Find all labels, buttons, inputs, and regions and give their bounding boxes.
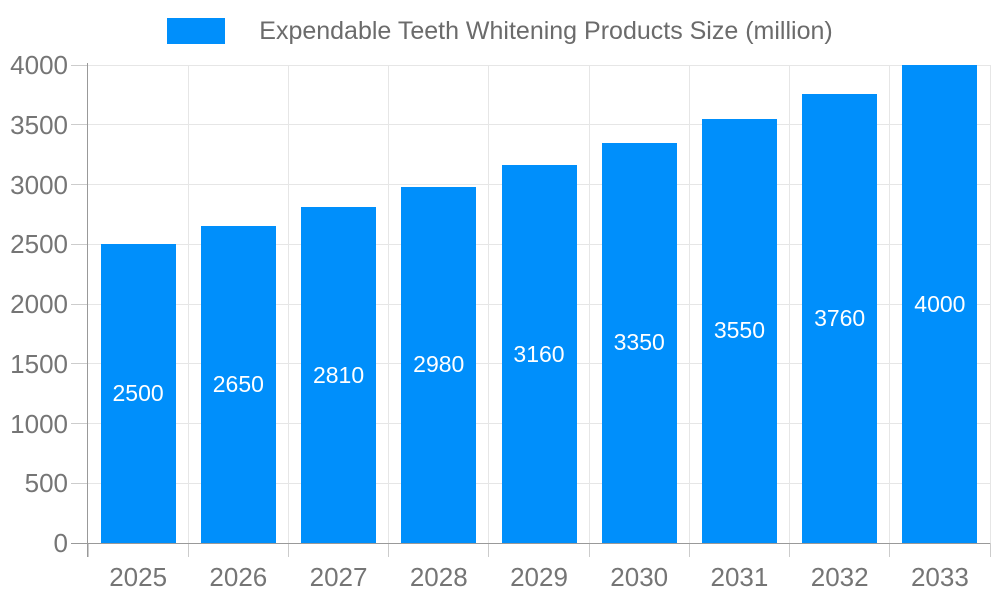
x-axis-line — [71, 542, 990, 544]
y-tick-2500 — [71, 243, 88, 245]
x-axis-label-2025: 2025 — [109, 562, 168, 592]
bar-value-label-2026: 2650 — [212, 371, 264, 398]
bar-2031[interactable]: 3550 — [701, 118, 777, 543]
v-gridline-7 — [789, 65, 791, 543]
x-axis-label-2028: 2028 — [409, 562, 468, 592]
bar-2025[interactable]: 2500 — [100, 244, 176, 543]
y-axis-label-2000: 2000 — [10, 289, 68, 319]
bar-2032[interactable]: 3760 — [802, 93, 878, 543]
bar-2026[interactable]: 2650 — [200, 226, 276, 543]
x-tick-0 — [87, 543, 89, 557]
x-axis-label-2033: 2033 — [910, 562, 969, 592]
x-tick-5 — [588, 543, 590, 557]
x-axis-label-2026: 2026 — [209, 562, 268, 592]
y-axis-label-3500: 3500 — [10, 109, 68, 140]
bar-value-label-2030: 3350 — [613, 329, 665, 356]
bar-value-label-2031: 3550 — [713, 317, 766, 344]
x-tick-2 — [287, 543, 289, 557]
legend-label: Expendable Teeth Whitening Products Size… — [259, 16, 833, 45]
x-tick-3 — [388, 543, 390, 557]
x-tick-1 — [187, 543, 189, 557]
y-axis-label-1000: 1000 — [10, 408, 68, 439]
bar-2033[interactable]: 4000 — [902, 65, 978, 543]
v-gridline-5 — [588, 65, 590, 543]
x-axis-label-2032: 2032 — [810, 562, 869, 592]
x-axis-label-2029: 2029 — [510, 562, 568, 592]
y-tick-2000 — [71, 303, 88, 305]
x-axis-label-2027: 2027 — [309, 562, 368, 592]
y-axis-label-2500: 2500 — [10, 229, 68, 260]
x-tick-4 — [488, 543, 490, 557]
y-axis-label-500: 500 — [24, 468, 68, 499]
bar-value-label-2027: 2810 — [312, 361, 365, 388]
y-tick-1500 — [71, 363, 88, 365]
x-axis-label-2031: 2031 — [710, 562, 769, 592]
y-tick-3000 — [71, 184, 88, 185]
v-gridline-3 — [388, 65, 390, 543]
v-gridline-9 — [989, 65, 991, 543]
v-gridline-4 — [488, 65, 490, 543]
bar-2029[interactable]: 3160 — [501, 165, 577, 543]
bar-2027[interactable]: 2810 — [301, 207, 377, 543]
h-gridline-4000 — [88, 64, 990, 66]
bar-value-label-2032: 3760 — [814, 304, 866, 331]
v-gridline-1 — [187, 65, 189, 543]
y-axis-line — [87, 63, 88, 557]
y-tick-3500 — [71, 124, 88, 126]
v-gridline-2 — [287, 65, 289, 543]
y-axis-label-3000: 3000 — [10, 169, 68, 200]
v-gridline-6 — [688, 65, 690, 543]
y-tick-4000 — [71, 64, 88, 66]
legend-swatch-icon — [167, 18, 226, 44]
x-tick-7 — [789, 543, 791, 557]
v-gridline-8 — [889, 65, 891, 543]
bar-value-label-2029: 3160 — [513, 340, 565, 367]
bar-value-label-2028: 2980 — [413, 351, 465, 378]
x-tick-9 — [989, 543, 991, 557]
x-tick-6 — [688, 543, 690, 557]
y-tick-1000 — [71, 423, 88, 424]
bar-2028[interactable]: 2980 — [401, 186, 477, 543]
x-tick-8 — [889, 543, 891, 557]
chart-legend[interactable]: Expendable Teeth Whitening Products Size… — [0, 14, 1000, 48]
y-axis-label-4000: 4000 — [10, 50, 68, 80]
x-axis-label-2030: 2030 — [610, 562, 669, 592]
h-gridline-3500 — [88, 124, 990, 126]
bar-value-label-2025: 2500 — [112, 380, 164, 407]
bar-value-label-2033: 4000 — [914, 290, 966, 317]
y-axis-label-1500: 1500 — [10, 348, 68, 379]
y-axis-label-0: 0 — [53, 528, 68, 558]
bar-2030[interactable]: 3350 — [601, 142, 677, 543]
y-tick-500 — [71, 482, 88, 484]
